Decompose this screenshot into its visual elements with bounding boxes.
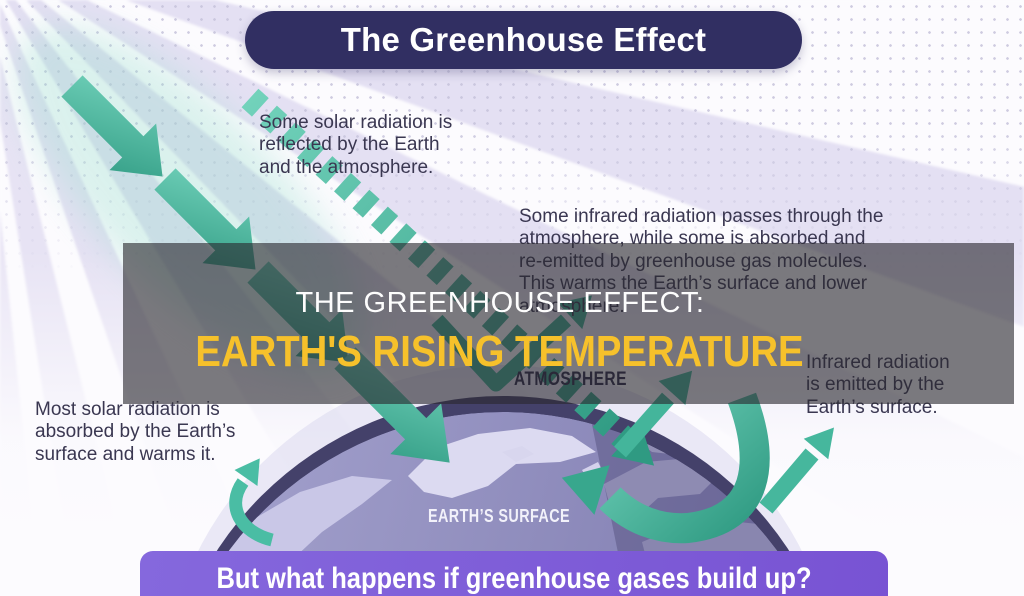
callout-reflected-radiation: Some solar radiation is reflected by the…	[259, 112, 453, 178]
surface-emission-arrow-icon	[759, 427, 834, 514]
headline-main: EARTH'S RISING TEMPERATURE	[195, 327, 805, 376]
continent-island	[502, 446, 534, 462]
callout-absorbed-radiation: Most solar radiation is absorbed by the …	[35, 399, 236, 465]
headline-kicker: THE GREENHOUSE EFFECT:	[295, 287, 705, 319]
headline-overlay-inner: THE GREENHOUSE EFFECT: EARTH'S RISING TE…	[123, 243, 1014, 404]
earth-surface-label: EARTH’S SURFACE	[428, 506, 571, 526]
curl-up-arrow-icon	[229, 458, 274, 547]
footer-question-text: But what happens if greenhouse gases bui…	[216, 562, 812, 595]
uturn-arrow-icon	[561, 392, 770, 544]
continent-greenland	[408, 428, 596, 498]
headline-overlay: THE GREENHOUSE EFFECT: EARTH'S RISING TE…	[123, 243, 1014, 404]
title-banner: The Greenhouse Effect	[245, 11, 802, 69]
title-text: The Greenhouse Effect	[340, 21, 707, 58]
footer-question-banner	[140, 551, 888, 596]
